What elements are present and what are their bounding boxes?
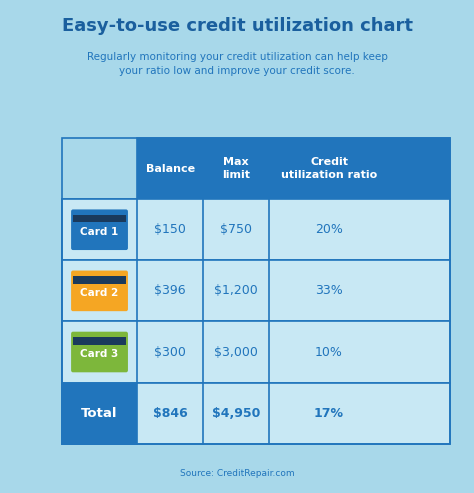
FancyBboxPatch shape — [71, 332, 128, 372]
FancyBboxPatch shape — [71, 210, 128, 250]
Text: Card 2: Card 2 — [81, 288, 118, 298]
Text: $846: $846 — [153, 407, 188, 420]
Bar — [73, 215, 126, 222]
Text: 33%: 33% — [315, 284, 343, 297]
Text: $396: $396 — [155, 284, 186, 297]
Text: 20%: 20% — [315, 223, 343, 236]
FancyBboxPatch shape — [62, 260, 450, 321]
Text: 10%: 10% — [315, 346, 343, 358]
Text: Regularly monitoring your credit utilization can help keep
your ratio low and im: Regularly monitoring your credit utiliza… — [87, 52, 387, 76]
Bar — [73, 276, 126, 283]
Text: Easy-to-use credit utilization chart: Easy-to-use credit utilization chart — [62, 17, 412, 35]
FancyBboxPatch shape — [62, 199, 450, 260]
FancyBboxPatch shape — [62, 383, 137, 444]
FancyBboxPatch shape — [62, 199, 137, 260]
Text: Credit
utilization ratio: Credit utilization ratio — [281, 157, 377, 180]
FancyBboxPatch shape — [71, 271, 128, 311]
Text: Max
limit: Max limit — [222, 157, 250, 180]
Text: $4,950: $4,950 — [212, 407, 260, 420]
FancyBboxPatch shape — [62, 383, 450, 444]
FancyBboxPatch shape — [62, 321, 450, 383]
FancyBboxPatch shape — [62, 260, 137, 321]
Text: Source: CreditRepair.com: Source: CreditRepair.com — [180, 469, 294, 478]
Text: $150: $150 — [155, 223, 186, 236]
Text: Card 3: Card 3 — [81, 349, 118, 359]
Text: $300: $300 — [155, 346, 186, 358]
Text: $750: $750 — [220, 223, 252, 236]
FancyBboxPatch shape — [137, 138, 450, 199]
FancyBboxPatch shape — [62, 321, 137, 383]
Text: 17%: 17% — [314, 407, 344, 420]
Text: $3,000: $3,000 — [214, 346, 258, 358]
Bar — [73, 337, 126, 345]
Text: Total: Total — [81, 407, 118, 420]
Text: $1,200: $1,200 — [214, 284, 258, 297]
Text: Card 1: Card 1 — [81, 227, 118, 237]
Text: Balance: Balance — [146, 164, 195, 174]
